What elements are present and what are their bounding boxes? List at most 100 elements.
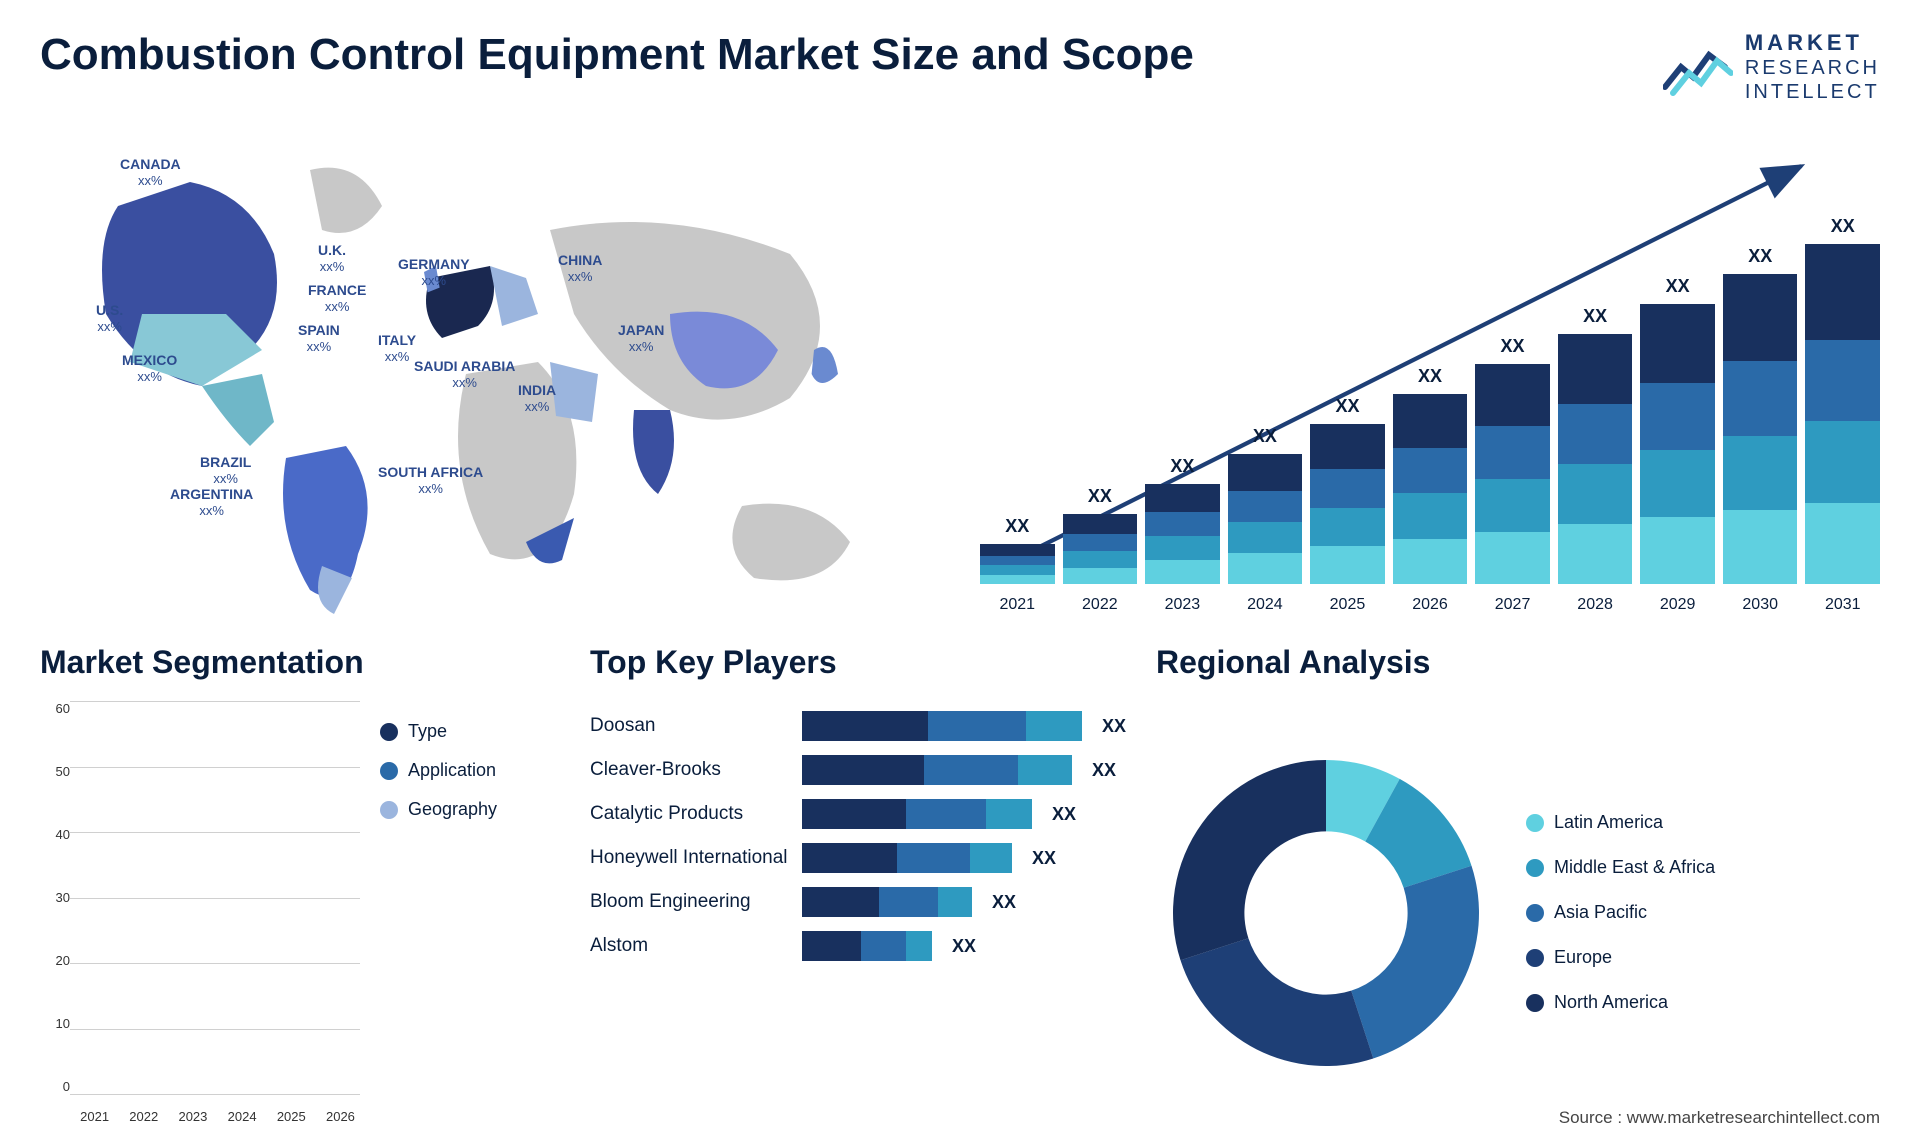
growth-bar-label: XX bbox=[1310, 396, 1385, 417]
map-label: MEXICOxx% bbox=[122, 352, 177, 384]
map-label: CANADAxx% bbox=[120, 156, 181, 188]
donut-slice bbox=[1181, 938, 1374, 1066]
map-label: CHINAxx% bbox=[558, 252, 602, 284]
player-bar bbox=[802, 799, 1032, 829]
player-value: XX bbox=[952, 936, 976, 957]
player-bar bbox=[802, 887, 972, 917]
growth-x-label: 2023 bbox=[1145, 596, 1220, 614]
growth-bar: XX bbox=[1310, 424, 1385, 584]
map-label: JAPANxx% bbox=[618, 322, 664, 354]
player-name: Honeywell International bbox=[590, 847, 790, 869]
regional-title: Regional Analysis bbox=[1156, 644, 1880, 681]
regional-legend: Latin AmericaMiddle East & AfricaAsia Pa… bbox=[1526, 812, 1715, 1013]
growth-chart: XXXXXXXXXXXXXXXXXXXXXX 20212022202320242… bbox=[980, 134, 1880, 614]
growth-bar: XX bbox=[1393, 394, 1468, 584]
growth-bar: XX bbox=[1063, 514, 1138, 584]
segmentation-x-label: 2023 bbox=[173, 1109, 212, 1124]
growth-bar-label: XX bbox=[980, 516, 1055, 537]
player-row: Doosan XX bbox=[590, 711, 1126, 741]
player-name: Cleaver-Brooks bbox=[590, 759, 790, 781]
segmentation-chart: 6050403020100 202120222023202420252026 bbox=[40, 701, 360, 1124]
growth-x-label: 2021 bbox=[980, 596, 1055, 614]
player-name: Catalytic Products bbox=[590, 803, 790, 825]
growth-bar: XX bbox=[1475, 364, 1550, 584]
growth-bar-label: XX bbox=[1723, 246, 1798, 267]
player-row: Alstom XX bbox=[590, 931, 1126, 961]
map-label: SPAINxx% bbox=[298, 322, 340, 354]
growth-x-label: 2031 bbox=[1805, 596, 1880, 614]
map-label: U.K.xx% bbox=[318, 242, 346, 274]
growth-bar: XX bbox=[1805, 244, 1880, 584]
segmentation-x-label: 2024 bbox=[223, 1109, 262, 1124]
donut-slice bbox=[1173, 760, 1326, 960]
regional-panel: Regional Analysis Latin America Middle Ea… bbox=[1156, 644, 1880, 1124]
logo: MARKET RESEARCH INTELLECT bbox=[1663, 30, 1880, 104]
player-bar bbox=[802, 931, 932, 961]
segmentation-title: Market Segmentation bbox=[40, 644, 560, 681]
growth-bar: XX bbox=[1723, 274, 1798, 584]
source-text: Source : www.marketresearchintellect.com bbox=[1559, 1108, 1880, 1128]
growth-bar-label: XX bbox=[1805, 216, 1880, 237]
growth-x-label: 2024 bbox=[1228, 596, 1303, 614]
legend-item: Middle East & Africa bbox=[1526, 857, 1715, 878]
legend-item: North America bbox=[1526, 992, 1715, 1013]
growth-chart-panel: XXXXXXXXXXXXXXXXXXXXXX 20212022202320242… bbox=[980, 134, 1880, 614]
regional-donut bbox=[1156, 743, 1496, 1083]
page-title: Combustion Control Equipment Market Size… bbox=[40, 30, 1194, 80]
growth-x-label: 2022 bbox=[1063, 596, 1138, 614]
map-label: U.S.xx% bbox=[96, 302, 123, 334]
growth-x-label: 2027 bbox=[1475, 596, 1550, 614]
growth-bar: XX bbox=[980, 544, 1055, 584]
map-label: GERMANYxx% bbox=[398, 256, 470, 288]
legend-item: Europe bbox=[1526, 947, 1715, 968]
bottom-row: Market Segmentation 6050403020100 202120… bbox=[40, 644, 1880, 1124]
growth-bar-label: XX bbox=[1475, 336, 1550, 357]
player-name: Doosan bbox=[590, 715, 790, 737]
growth-bar-label: XX bbox=[1145, 456, 1220, 477]
player-row: Catalytic Products XX bbox=[590, 799, 1126, 829]
segmentation-x-label: 2025 bbox=[272, 1109, 311, 1124]
logo-text-2: RESEARCH bbox=[1745, 56, 1880, 80]
map-label: SOUTH AFRICAxx% bbox=[378, 464, 483, 496]
player-value: XX bbox=[1092, 760, 1116, 781]
player-value: XX bbox=[1102, 716, 1126, 737]
map-label: ITALYxx% bbox=[378, 332, 416, 364]
growth-bar: XX bbox=[1228, 454, 1303, 584]
player-bar bbox=[802, 755, 1072, 785]
players-panel: Top Key Players Doosan XX Cleaver-Brooks XX… bbox=[590, 644, 1126, 1124]
player-bar bbox=[802, 843, 1012, 873]
legend-item: Latin America bbox=[1526, 812, 1715, 833]
segmentation-x-label: 2021 bbox=[75, 1109, 114, 1124]
world-map-panel: CANADAxx% U.S.xx% MEXICOxx% BRAZILxx%ARGENT… bbox=[40, 134, 940, 614]
growth-bar-label: XX bbox=[1393, 366, 1468, 387]
map-label: SAUDI ARABIAxx% bbox=[414, 358, 515, 390]
logo-text-1: MARKET bbox=[1745, 30, 1880, 56]
donut-slice bbox=[1351, 866, 1479, 1059]
player-name: Bloom Engineering bbox=[590, 891, 790, 913]
growth-x-label: 2026 bbox=[1393, 596, 1468, 614]
map-label: FRANCExx% bbox=[308, 282, 366, 314]
map-label: INDIAxx% bbox=[518, 382, 556, 414]
top-row: CANADAxx% U.S.xx% MEXICOxx% BRAZILxx%ARGENT… bbox=[40, 134, 1880, 614]
logo-text-3: INTELLECT bbox=[1745, 80, 1880, 104]
growth-x-label: 2029 bbox=[1640, 596, 1715, 614]
segmentation-legend: TypeApplicationGeography bbox=[380, 701, 560, 1124]
legend-item: Application bbox=[380, 760, 560, 781]
growth-bar-label: XX bbox=[1063, 486, 1138, 507]
growth-bar-label: XX bbox=[1228, 426, 1303, 447]
player-name: Alstom bbox=[590, 935, 790, 957]
growth-x-label: 2025 bbox=[1310, 596, 1385, 614]
growth-bar: XX bbox=[1558, 334, 1633, 584]
map-label: ARGENTINAxx% bbox=[170, 486, 253, 518]
growth-bar-label: XX bbox=[1558, 306, 1633, 327]
legend-item: Geography bbox=[380, 799, 560, 820]
player-row: Cleaver-Brooks XX bbox=[590, 755, 1126, 785]
player-value: XX bbox=[1032, 848, 1056, 869]
players-title: Top Key Players bbox=[590, 644, 1126, 681]
map-label: BRAZILxx% bbox=[200, 454, 251, 486]
player-bar bbox=[802, 711, 1082, 741]
player-value: XX bbox=[992, 892, 1016, 913]
growth-bar: XX bbox=[1145, 484, 1220, 584]
player-row: Honeywell International XX bbox=[590, 843, 1126, 873]
player-value: XX bbox=[1052, 804, 1076, 825]
